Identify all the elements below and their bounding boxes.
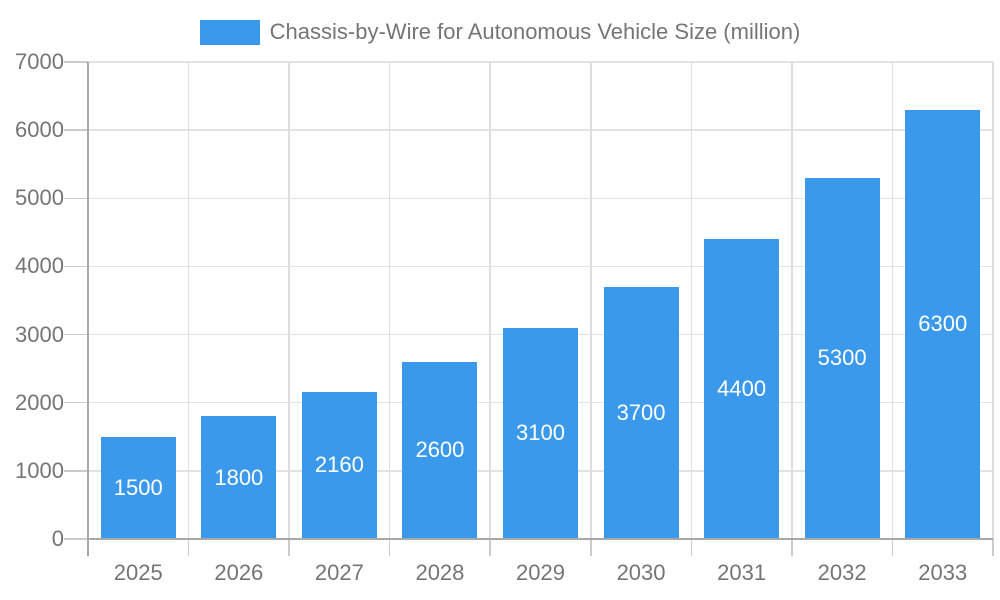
bar-value-label: 2160 xyxy=(314,452,364,478)
y-tick-label: 3000 xyxy=(15,321,64,347)
gridline-vertical xyxy=(690,62,693,539)
x-tick-label: 2030 xyxy=(616,560,666,585)
y-tick-label: 0 xyxy=(51,525,64,551)
legend-item[interactable]: Chassis-by-Wire for Autonomous Vehicle S… xyxy=(199,19,801,45)
bar-value-label: 1500 xyxy=(113,474,163,500)
bar-value-label: 5300 xyxy=(817,345,867,371)
legend-swatch xyxy=(199,19,260,45)
bar-2025[interactable]: 1500 xyxy=(100,436,176,539)
gridline-vertical xyxy=(388,62,391,539)
y-axis-tick xyxy=(64,401,88,404)
y-tick-label: 1000 xyxy=(15,457,64,483)
bar-2031[interactable]: 4400 xyxy=(704,239,780,539)
bar-2028[interactable]: 2600 xyxy=(402,361,478,539)
y-axis-tick xyxy=(64,538,88,540)
legend: Chassis-by-Wire for Autonomous Vehicle S… xyxy=(0,19,1000,45)
bar-2030[interactable]: 3700 xyxy=(603,286,679,539)
bar-2026[interactable]: 1800 xyxy=(201,416,277,539)
x-axis-tick xyxy=(489,539,491,556)
bar-value-label: 3700 xyxy=(616,399,666,425)
y-tick-label: 4000 xyxy=(15,253,64,279)
x-axis-tick xyxy=(288,539,290,556)
gridline-horizontal xyxy=(88,265,993,268)
y-axis-tick xyxy=(64,197,88,200)
gridline-vertical xyxy=(489,62,491,539)
bar-2027[interactable]: 2160 xyxy=(301,391,377,539)
bar-value-label: 3100 xyxy=(516,420,565,446)
x-axis-tick xyxy=(690,539,693,556)
bar-value-label: 2600 xyxy=(415,437,465,463)
gridline-vertical xyxy=(791,62,793,539)
x-tick-label: 2033 xyxy=(918,560,968,585)
y-axis-tick xyxy=(64,61,88,63)
x-axis-tick xyxy=(590,539,592,556)
gridline-horizontal xyxy=(88,61,993,63)
bar-2032[interactable]: 5300 xyxy=(804,177,880,539)
x-tick-label: 2028 xyxy=(415,560,465,585)
bar-value-label: 4400 xyxy=(717,376,767,402)
y-axis-line xyxy=(87,62,89,556)
gridline-horizontal xyxy=(88,197,993,200)
gridline-vertical xyxy=(590,62,592,539)
x-axis-tick xyxy=(388,539,391,556)
gridline-vertical xyxy=(288,62,290,539)
x-tick-label: 2032 xyxy=(817,560,867,585)
chart-title: Chassis-by-Wire for Autonomous Vehicle S… xyxy=(269,19,801,44)
x-axis-tick xyxy=(187,539,190,556)
x-tick-label: 2031 xyxy=(717,560,767,585)
x-axis-tick xyxy=(891,539,894,556)
y-tick-label: 2000 xyxy=(15,389,64,415)
y-tick-label: 5000 xyxy=(15,185,64,211)
y-tick-label: 6000 xyxy=(15,116,64,142)
x-axis-line xyxy=(88,538,993,540)
y-axis-tick xyxy=(64,265,88,268)
gridline-horizontal xyxy=(88,129,993,131)
x-tick-label: 2026 xyxy=(214,560,264,585)
bar-value-label: 6300 xyxy=(918,311,968,337)
bar-2029[interactable]: 3100 xyxy=(503,327,578,539)
bar-2033[interactable]: 6300 xyxy=(905,109,981,539)
y-axis-tick xyxy=(64,470,88,472)
gridline-vertical xyxy=(187,62,190,539)
y-axis-tick xyxy=(64,129,88,131)
x-tick-label: 2027 xyxy=(314,560,364,585)
x-tick-label: 2029 xyxy=(516,560,565,585)
x-axis-tick xyxy=(791,539,793,556)
bar-value-label: 1800 xyxy=(214,464,264,490)
gridline-vertical xyxy=(891,62,894,539)
x-axis-tick xyxy=(992,539,994,556)
gridline-vertical xyxy=(992,62,994,539)
x-tick-label: 2025 xyxy=(113,560,163,585)
y-tick-label: 7000 xyxy=(15,48,64,74)
y-axis-tick xyxy=(64,333,88,336)
